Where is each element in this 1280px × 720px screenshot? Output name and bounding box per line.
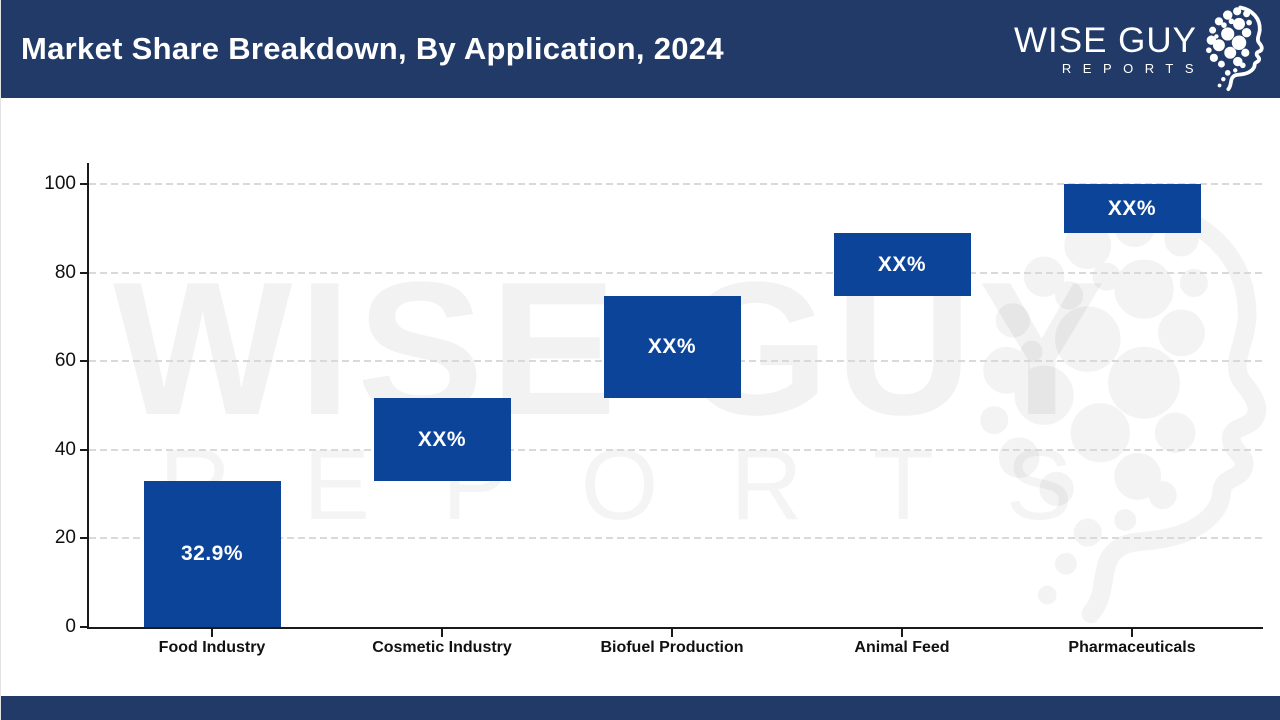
watermark-subtext: REPORTS [159,428,1145,543]
gridline-80 [89,271,1263,274]
bar-segment: 32.9% [143,481,281,627]
y-tick-mark-0 [80,626,88,628]
x-category-label: Food Industry [158,639,266,656]
gridline-40 [89,448,1263,451]
bar-segment: XX% [603,296,741,399]
y-tick-label-40: 40 [54,438,76,460]
x-axis-line [87,627,1263,629]
watermark-head-icon [963,168,1275,660]
y-tick-mark-40 [80,448,88,451]
chart-title: Market Share Breakdown, By Application, … [21,31,724,66]
x-tick-mark-2 [671,629,673,637]
x-category-label: Biofuel Production [600,639,744,656]
x-tick-mark-0 [211,629,213,637]
x-tick-mark-1 [441,629,443,637]
x-category-label: Pharmaceuticals [1068,639,1196,656]
y-tick-mark-20 [80,537,88,540]
y-tick-label-0: 0 [65,616,76,637]
y-tick-mark-80 [80,271,88,274]
gridline-100 [89,183,1263,185]
y-tick-label-80: 80 [54,261,76,283]
x-tick-mark-4 [1131,629,1133,637]
y-tick-label-100: 100 [44,173,76,194]
x-category-label: Cosmetic Industry [372,639,512,656]
y-tick-label-20: 20 [54,527,76,549]
brand-logo: WISE GUY REPORTS [1014,4,1269,94]
bar-segment: XX% [833,233,971,297]
bar-value-label: XX% [417,427,467,451]
logo-subtext: REPORTS [1061,61,1205,76]
y-tick-label-60: 60 [54,350,76,372]
bar-segment: XX% [373,398,511,482]
bar-value-label: 32.9% [180,542,244,566]
footer-band [1,696,1280,720]
bar-value-label: XX% [1107,196,1157,220]
bar-value-label: XX% [647,335,697,359]
brand-logo-text: WISE GUY REPORTS [1014,23,1197,75]
bar-value-label: XX% [877,252,927,276]
y-tick-mark-100 [80,183,88,185]
x-category-label: Animal Feed [854,639,950,656]
header-band: Market Share Breakdown, By Application, … [1,0,1280,98]
bar-segment: XX% [1063,184,1201,234]
dotted-head-icon [1204,5,1264,92]
gridline-20 [89,537,1263,540]
logo-wordmark: WISE GUY [1013,21,1197,60]
y-tick-mark-60 [80,360,88,363]
y-axis-line [87,163,89,629]
x-tick-mark-3 [901,629,903,637]
